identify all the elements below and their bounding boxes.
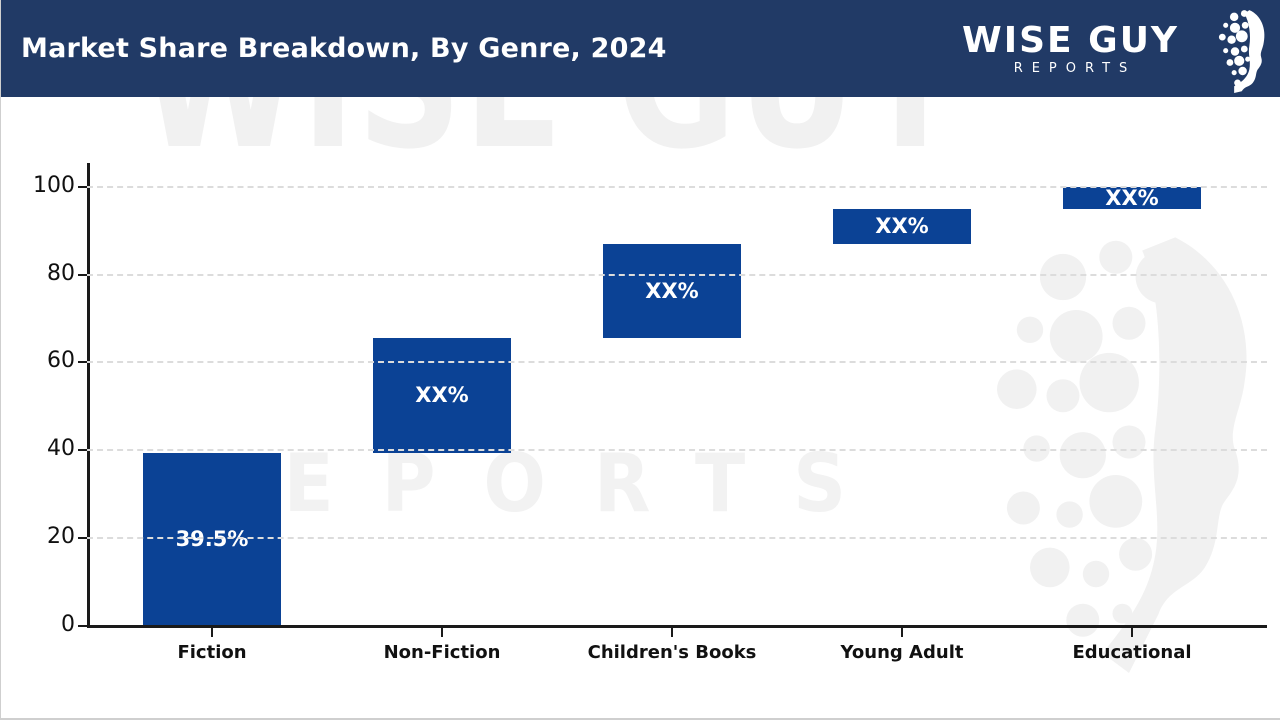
y-tick-0	[78, 625, 87, 627]
bar-value-label: 39.5%	[175, 527, 249, 552]
y-tick-label-80: 80	[47, 260, 75, 286]
gridline-y-100	[87, 185, 1267, 188]
bar-fiction: 39.5%	[143, 452, 281, 626]
x-axis-line	[87, 625, 1267, 628]
x-tick-4	[1131, 628, 1133, 637]
y-tick-label-20: 20	[47, 524, 75, 550]
logo-text: WISE GUY REPORTS	[961, 19, 1179, 76]
x-tick-0	[211, 628, 213, 637]
y-tick-label-60: 60	[47, 348, 75, 374]
y-axis-line	[87, 163, 90, 626]
chart-area: WISE GUY REPORTS 0 20 40 60 80 100 39.5% Fictio…	[1, 97, 1280, 718]
y-tick-label-100: 100	[33, 172, 75, 198]
bar-young-adult: XX%	[833, 208, 971, 244]
bar-value-label: XX%	[875, 214, 929, 239]
x-category-label: Young Adult	[840, 642, 964, 663]
x-tick-3	[901, 628, 903, 637]
gridline-y-60	[87, 361, 1267, 364]
y-tick-60	[78, 361, 87, 364]
gridline-y-80	[87, 273, 1267, 276]
y-tick-label-40: 40	[47, 436, 75, 462]
x-tick-1	[441, 628, 443, 637]
x-category-label: Fiction	[177, 642, 247, 663]
watermark-head-icon	[997, 237, 1247, 673]
y-tick-100	[78, 185, 87, 188]
y-tick-40	[78, 449, 87, 452]
bar-educational: XX%	[1063, 185, 1201, 210]
logo-brand-name: WISE GUY	[961, 19, 1179, 61]
x-category-label: Children's Books	[587, 642, 757, 663]
gridline-y-20	[87, 537, 1267, 540]
wise-guy-head-icon	[1218, 9, 1265, 93]
bar-value-label: XX%	[1105, 185, 1159, 210]
bar-value-label: XX%	[415, 383, 469, 408]
bar-children-s-books: XX%	[603, 243, 741, 339]
gridline-y-40	[87, 449, 1267, 452]
y-tick-80	[78, 273, 87, 276]
y-tick-20	[78, 537, 87, 540]
y-tick-label-0: 0	[61, 612, 75, 637]
wise-guy-logo: WISE GUY REPORTS	[962, 5, 1267, 93]
header-bar: Market Share Breakdown, By Genre, 2024 W…	[1, 0, 1280, 97]
bar-non-fiction: XX%	[373, 338, 511, 453]
x-category-label: Educational	[1072, 642, 1192, 663]
watermark-subtitle: REPORTS	[179, 437, 894, 530]
x-category-label: Non-Fiction	[383, 642, 501, 663]
logo-brand-subtitle: REPORTS	[1013, 60, 1137, 76]
watermark-brand: WISE GUY	[139, 97, 965, 189]
page-title: Market Share Breakdown, By Genre, 2024	[21, 33, 667, 64]
x-tick-2	[671, 628, 673, 637]
bar-value-label: XX%	[645, 279, 699, 304]
